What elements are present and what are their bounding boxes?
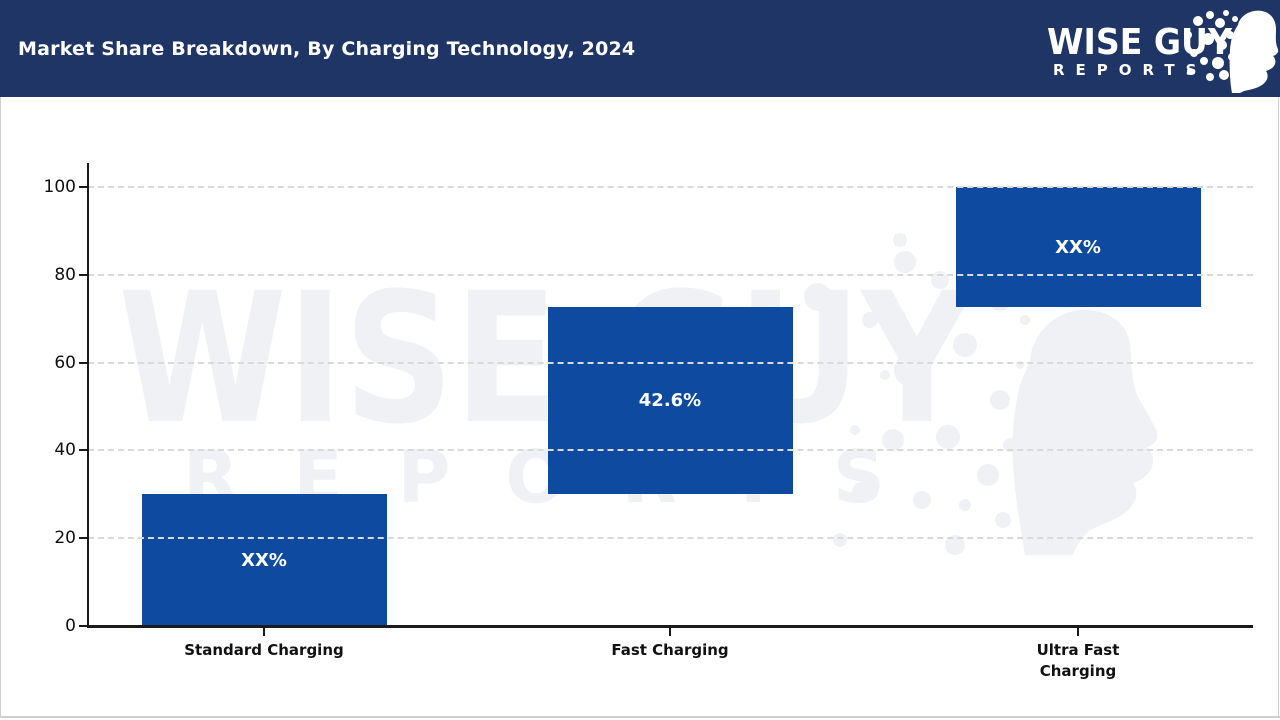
x-tick-label: Standard Charging bbox=[184, 641, 344, 659]
y-axis-line bbox=[87, 163, 89, 627]
y-tick bbox=[79, 625, 87, 627]
bar-value-label: XX% bbox=[1055, 236, 1101, 258]
gridline bbox=[88, 361, 1253, 364]
header-banner bbox=[0, 0, 1280, 97]
gridline bbox=[88, 449, 1253, 452]
x-tick-label: Ultra Fast Charging bbox=[1036, 641, 1120, 680]
x-axis-line bbox=[87, 625, 1253, 628]
y-tick bbox=[79, 537, 87, 540]
brand-face-icon bbox=[1184, 10, 1279, 93]
y-tick-label: 80 bbox=[54, 264, 76, 285]
frame-border-left bbox=[0, 97, 1, 717]
gridline bbox=[88, 186, 1253, 188]
gridline bbox=[88, 537, 1253, 540]
y-tick bbox=[79, 273, 87, 276]
y-tick bbox=[79, 186, 87, 188]
gridline bbox=[88, 273, 1253, 276]
y-tick bbox=[79, 361, 87, 364]
bar-value-label: XX% bbox=[241, 549, 287, 571]
y-tick-label: 60 bbox=[54, 352, 76, 373]
x-tick bbox=[263, 628, 265, 636]
y-tick-label: 0 bbox=[65, 616, 76, 636]
bar-value-label: 42.6% bbox=[638, 390, 702, 412]
chart-title: Market Share Breakdown, By Charging Tech… bbox=[18, 37, 636, 60]
frame-border-right bbox=[1278, 97, 1279, 717]
y-tick bbox=[79, 449, 87, 452]
x-tick bbox=[669, 628, 671, 636]
y-tick-label: 100 bbox=[43, 177, 76, 197]
y-tick-label: 20 bbox=[54, 528, 76, 549]
watermark-face-graphic bbox=[804, 233, 1158, 555]
brand-name: WISE GUY bbox=[1047, 22, 1232, 63]
bar bbox=[547, 307, 793, 495]
brand-subtitle: REPORTS bbox=[1053, 61, 1208, 79]
y-tick-label: 40 bbox=[54, 440, 76, 461]
x-tick-label: Fast Charging bbox=[611, 641, 729, 659]
x-tick bbox=[1077, 628, 1079, 636]
bar bbox=[955, 187, 1201, 308]
bar bbox=[141, 494, 387, 626]
frame-border-bottom bbox=[0, 716, 1280, 718]
